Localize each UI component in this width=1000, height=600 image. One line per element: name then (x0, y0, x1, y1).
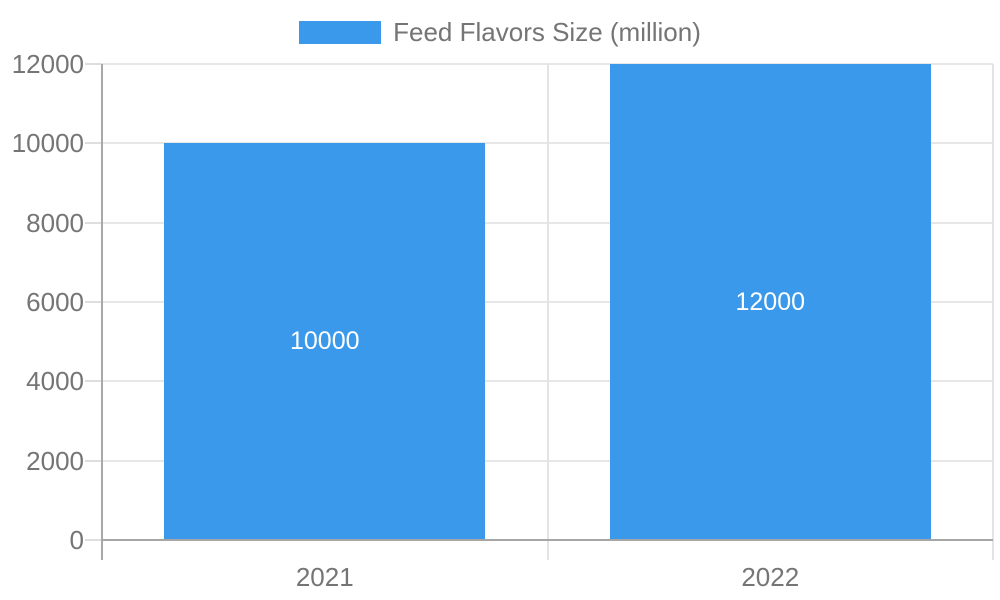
y-tick-label: 6000 (26, 287, 84, 317)
x-tick-label: 2022 (741, 562, 800, 592)
legend-swatch-icon (299, 20, 382, 44)
legend[interactable]: Feed Flavors Size (million) (0, 18, 1000, 46)
bar-value-label: 12000 (735, 287, 806, 316)
y-tick-label: 4000 (26, 366, 84, 397)
y-axis-line (101, 64, 103, 560)
y-tick-mark (85, 221, 102, 224)
x-category-separator (546, 64, 549, 560)
y-tick-label: 2000 (26, 445, 84, 476)
y-tick-label: 12000 (11, 49, 84, 79)
y-tick-mark (85, 539, 102, 541)
bar-2022[interactable]: 12000 (609, 64, 931, 540)
plot-area: 10000 12000 (102, 63, 993, 540)
y-tick-mark (85, 380, 102, 383)
y-tick-mark (85, 63, 102, 65)
bar-2021[interactable]: 10000 (164, 143, 486, 540)
y-tick-label: 8000 (26, 207, 84, 238)
y-tick-mark (85, 459, 102, 462)
x-axis-line (102, 539, 993, 541)
x-tick-label: 2021 (295, 562, 354, 592)
plot-right-border (992, 64, 994, 560)
y-tick-mark (85, 142, 102, 145)
y-tick-mark (85, 301, 102, 303)
y-tick-label: 10000 (11, 128, 84, 159)
y-tick-label: 0 (69, 525, 84, 555)
legend-label: Feed Flavors Size (million) (393, 17, 701, 47)
bar-value-label: 10000 (289, 327, 360, 356)
